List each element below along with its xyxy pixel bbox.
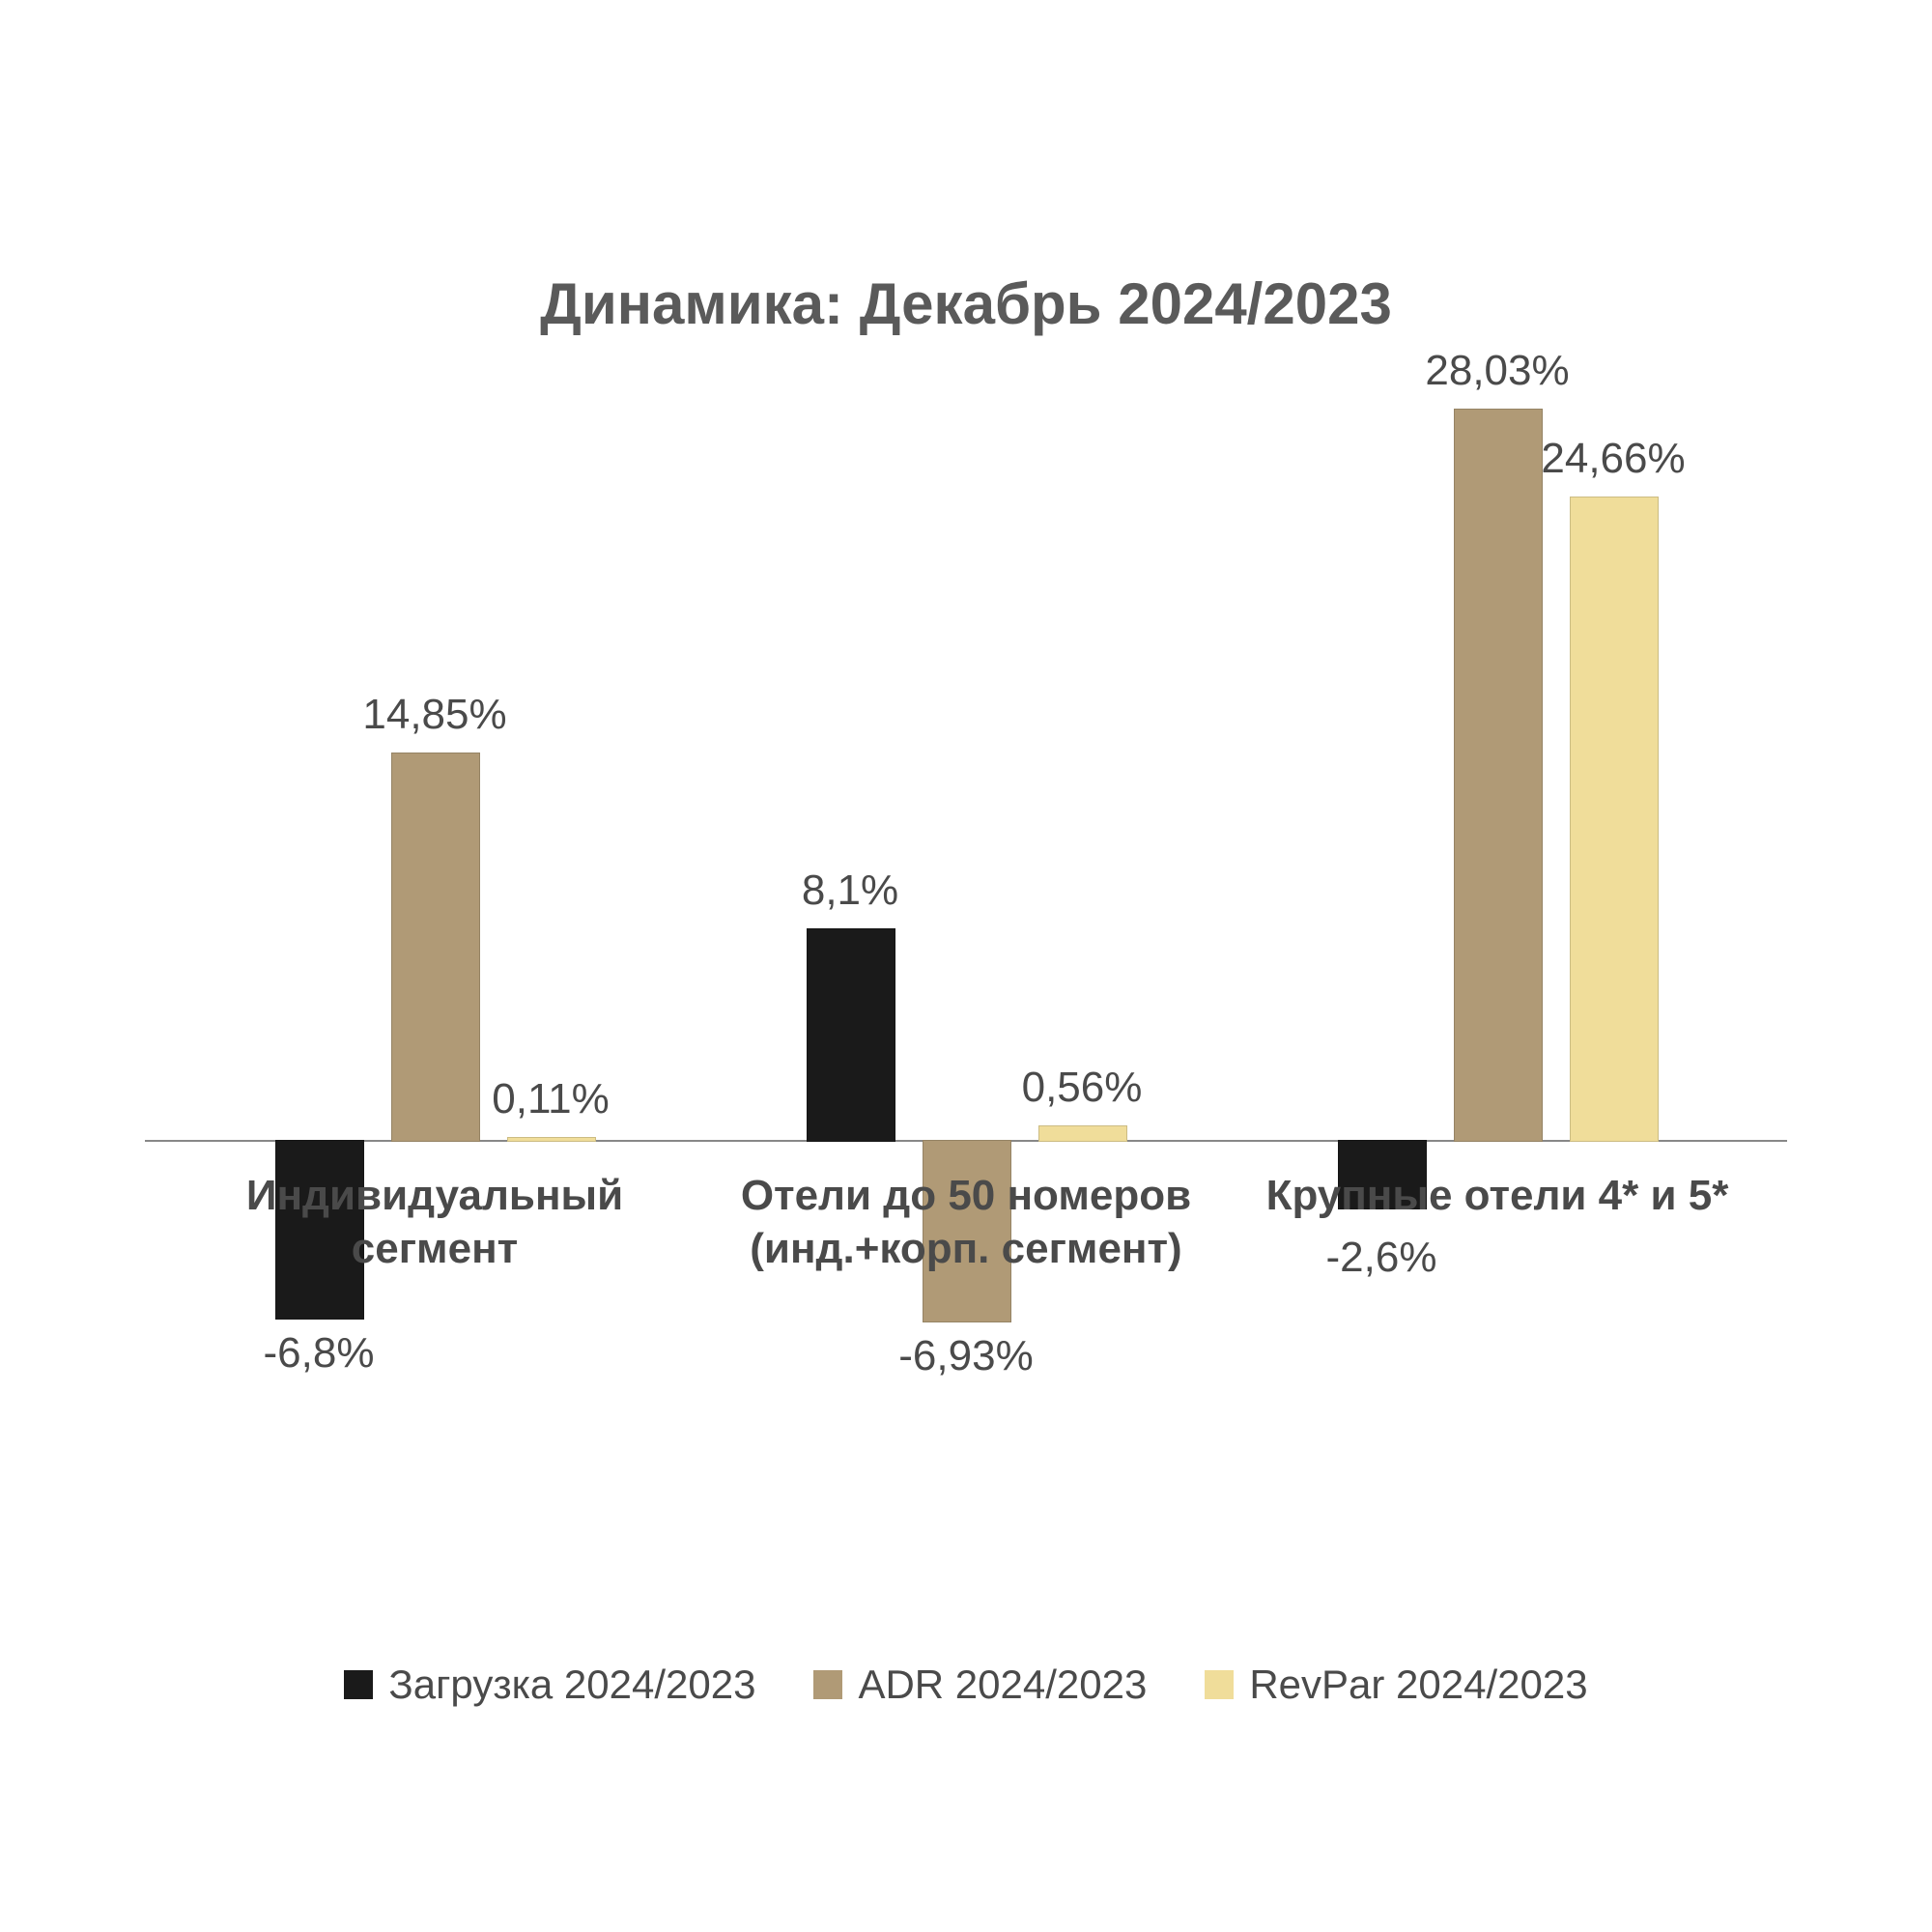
legend-label: Загрузка 2024/2023: [388, 1662, 755, 1708]
legend-swatch: [344, 1670, 373, 1699]
legend-swatch: [1205, 1670, 1234, 1699]
bar: [507, 1137, 596, 1142]
chart-title: Динамика: Декабрь 2024/2023: [0, 270, 1932, 337]
bar-value-label: -6,8%: [213, 1329, 425, 1378]
bar-value-label: -2,6%: [1275, 1234, 1488, 1282]
legend-item: Загрузка 2024/2023: [344, 1662, 755, 1708]
bar-value-label: 8,1%: [744, 867, 956, 915]
legend-label: RevPar 2024/2023: [1249, 1662, 1587, 1708]
category-label: Крупные отели 4* и 5*: [1256, 1169, 1739, 1222]
legend: Загрузка 2024/2023 ADR 2024/2023 RevPar 20…: [0, 1662, 1932, 1708]
bar-value-label: -6,93%: [860, 1332, 1072, 1380]
bar-value-label: 14,85%: [328, 691, 541, 739]
legend-item: ADR 2024/2023: [813, 1662, 1147, 1708]
bar: [1454, 409, 1543, 1142]
category-label: Отели до 50 номеров(инд.+корп. сегмент): [724, 1169, 1208, 1275]
bar: [1038, 1125, 1127, 1142]
bar-value-label: 24,66%: [1507, 435, 1719, 483]
legend-item: RevPar 2024/2023: [1205, 1662, 1587, 1708]
bar-value-label: 28,03%: [1391, 347, 1604, 395]
bar: [1570, 497, 1659, 1142]
category-label: Индивидуальный сегмент: [193, 1169, 676, 1275]
bar-value-label: 0,11%: [444, 1075, 657, 1123]
legend-swatch: [813, 1670, 842, 1699]
chart-plot-area: -6,8% 14,85% 0,11% Индивидуальный сегмент 8,…: [145, 367, 1787, 1526]
bar: [807, 928, 895, 1142]
bar-value-label: 0,56%: [976, 1064, 1188, 1112]
legend-label: ADR 2024/2023: [858, 1662, 1147, 1708]
